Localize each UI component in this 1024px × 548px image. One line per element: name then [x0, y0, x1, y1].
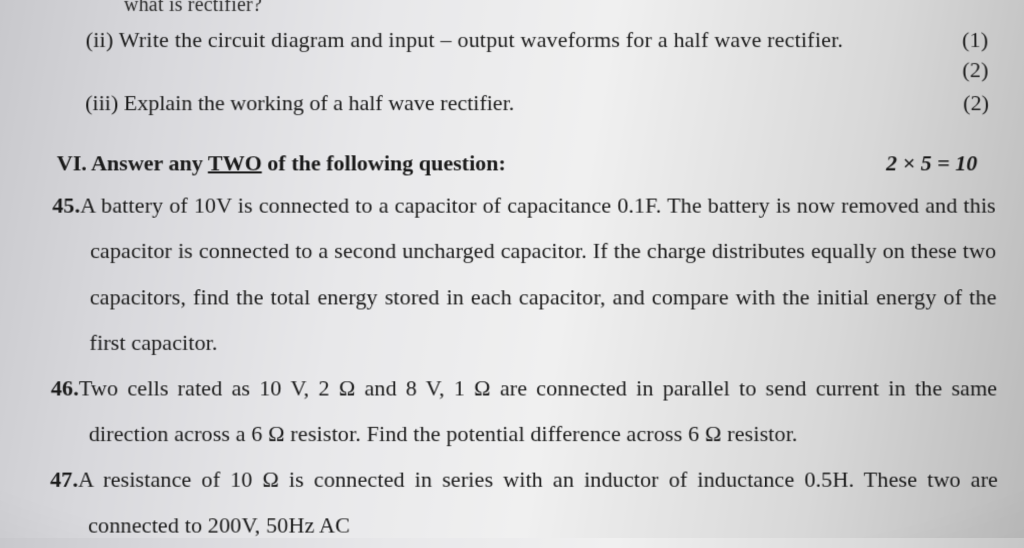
- question-47-text: A resistance of 10 Ω is connected in ser…: [78, 466, 998, 537]
- question-47-number: 47.: [50, 466, 78, 491]
- question-47: 47.A resistance of 10 Ω is connected in …: [50, 456, 999, 548]
- mark-2b: (2): [963, 90, 989, 116]
- question-ii: (ii) Write the circuit diagram and input…: [86, 27, 844, 53]
- section-vi-heading: VI. Answer any TWO of the following ques…: [53, 151, 996, 177]
- question-46: 46.Two cells rated as 10 V, 2 Ω and 8 V,…: [50, 365, 997, 456]
- question-45-number: 45.: [52, 193, 80, 218]
- section-prefix: VI. Answer any: [57, 151, 208, 176]
- section-formula: 2 × 5 = 10: [886, 151, 978, 177]
- mark-2a: (2): [962, 55, 989, 85]
- question-45-text: A battery of 10V is connected to a capac…: [80, 193, 996, 355]
- question-ii-row: (ii) Write the circuit diagram and input…: [53, 27, 994, 84]
- question-iii-row: (iii) Explain the working of a half wave…: [53, 90, 995, 116]
- question-iii: (iii) Explain the working of a half wave…: [85, 90, 514, 116]
- question-46-text: Two cells rated as 10 V, 2 Ω and 8 V, 1 …: [79, 375, 998, 446]
- section-heading-text: VI. Answer any TWO of the following ques…: [57, 151, 506, 177]
- question-ii-label: (ii): [86, 27, 114, 52]
- question-iii-text: Explain the working of a half wave recti…: [124, 90, 515, 115]
- question-46-number: 46.: [51, 375, 79, 400]
- section-suffix: of the following question:: [262, 151, 506, 176]
- question-ii-text: Write the circuit diagram and input – ou…: [119, 27, 844, 52]
- exam-page: what is rectifier? (ii) Write the circui…: [0, 0, 1024, 548]
- question-iii-label: (iii): [85, 90, 118, 115]
- mark-1: (1): [962, 25, 989, 55]
- partial-text: what is rectifier?: [124, 0, 262, 16]
- marks-stack: (1) (2): [962, 25, 995, 84]
- partial-previous-question: what is rectifier?: [54, 0, 994, 17]
- question-45: 45.A battery of 10V is connected to a ca…: [51, 183, 997, 365]
- section-two: TWO: [208, 151, 262, 176]
